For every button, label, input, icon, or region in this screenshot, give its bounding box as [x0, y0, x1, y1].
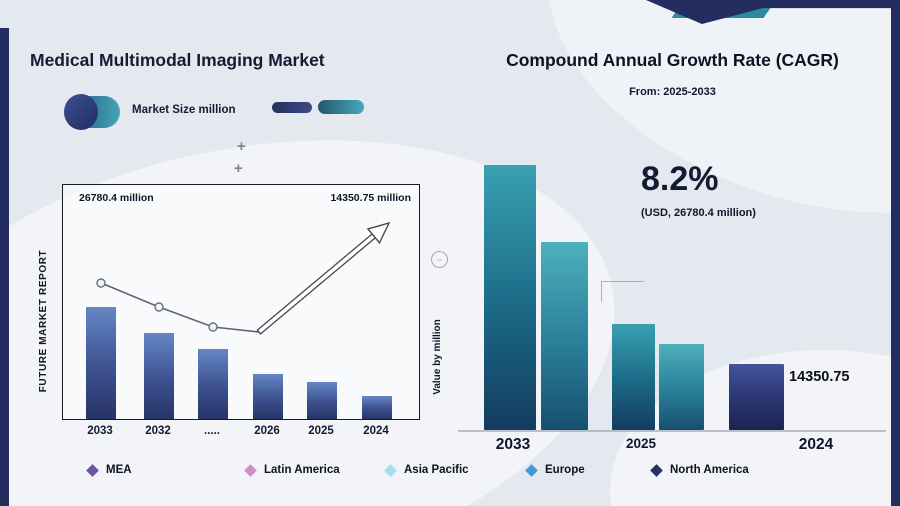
legend-item-mea: MEA — [86, 463, 132, 477]
step-decoration — [601, 281, 644, 302]
legend-diamond — [650, 463, 663, 477]
right-chart-baseline — [458, 430, 886, 432]
end-value-label: 14350.75 — [789, 369, 850, 385]
market-x-labels: 2033 2032..... 2026 2025 2024 — [62, 425, 420, 443]
market-x-label: 2025 — [308, 425, 334, 437]
cagr-bar-2025 — [659, 344, 704, 430]
right-y-axis-label: Value by million — [432, 319, 443, 395]
market-x-label: 2024 — [363, 425, 389, 437]
cagr-period-subtitle: From: 2025-2033 — [629, 86, 716, 98]
cagr-x-label: 2024 — [798, 436, 834, 453]
market-bar-2024 — [362, 396, 392, 419]
market-bar-2033 — [86, 307, 116, 419]
market-size-legend-label: Market Size million — [132, 104, 236, 116]
legend-diamond — [384, 463, 397, 477]
market-bar-2025 — [307, 382, 337, 419]
cagr-bar-2033 — [484, 165, 536, 430]
right-edge-accent-bar — [891, 0, 900, 506]
legend-diamond — [525, 463, 538, 477]
legend-label: Asia Pacific — [404, 464, 469, 476]
decorative-pill-teal — [318, 100, 364, 114]
market-bar-2026 — [253, 374, 283, 419]
market-x-label: ..... — [204, 425, 220, 437]
cagr-detail: (USD, 26780.4 million) — [641, 207, 756, 219]
legend-item-latin-america: Latin America — [244, 463, 340, 477]
legend-label: MEA — [106, 464, 132, 476]
cagr-bar-2033 — [541, 242, 588, 430]
market-size-chart: 26780.4 million 14350.75 million — [62, 184, 420, 420]
end-value-annotation: 14350.75 million — [330, 192, 411, 204]
market-x-label: 2032 — [145, 425, 171, 437]
legend-diamond — [86, 463, 99, 477]
market-x-label: 2026 — [254, 425, 280, 437]
circle-minus-decoration: − — [431, 251, 448, 268]
legend-label: North America — [670, 464, 749, 476]
start-value-annotation: 26780.4 million — [79, 192, 154, 204]
legend-diamond — [244, 463, 257, 477]
legend-label: Latin America — [264, 464, 340, 476]
market-size-icon-navy-half — [64, 94, 98, 130]
left-edge-accent-bar — [0, 28, 9, 506]
cagr-bar-2025 — [612, 324, 655, 430]
decorative-pill-navy — [272, 102, 312, 113]
market-bars — [63, 185, 419, 419]
market-bar-2032 — [144, 333, 174, 419]
market-bar-..... — [198, 349, 228, 419]
cagr-x-label: 2033 — [495, 436, 531, 453]
cagr-value: 8.2% — [641, 160, 719, 198]
plus-decoration: + — [234, 160, 243, 177]
trend-line-and-arrow — [96, 221, 391, 335]
legend-item-asia-pacific: Asia Pacific — [384, 463, 469, 477]
right-chart-title: Compound Annual Growth Rate (CAGR) — [506, 50, 839, 70]
market-x-label: 2033 — [87, 425, 113, 437]
legend-label: Europe — [545, 464, 585, 476]
left-chart-title: Medical Multimodal Imaging Market — [30, 50, 325, 70]
legend-item-north-america: North America — [650, 463, 749, 477]
cagr-bar-2024 — [729, 364, 784, 430]
cagr-x-label: 2025 — [625, 436, 657, 451]
legend-item-europe: Europe — [525, 463, 585, 477]
plus-decoration: + — [237, 138, 246, 155]
left-y-axis-label: FUTURE MARKET REPORT — [38, 249, 49, 393]
market-size-icon — [64, 94, 122, 130]
